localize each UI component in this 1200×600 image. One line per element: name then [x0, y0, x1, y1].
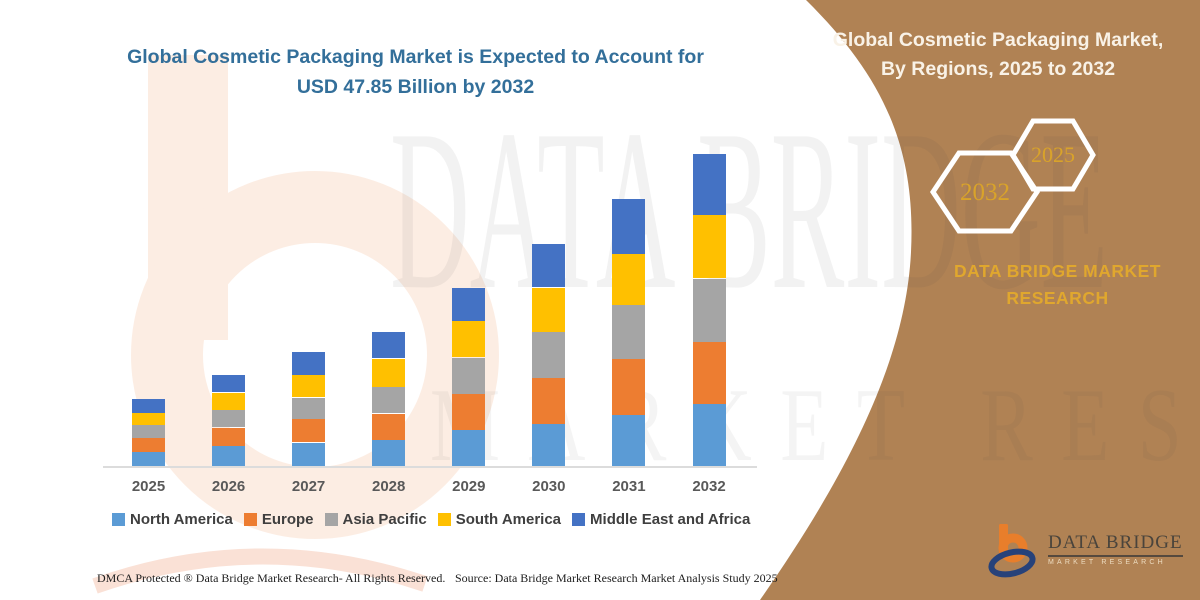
bar-segment-2025-asia-pacific: [132, 425, 165, 439]
bar-segment-2032-south-america: [692, 215, 726, 279]
bar-segment-2026-middle-east-and-africa: [212, 375, 246, 393]
x-axis-label-2029: 2029: [452, 478, 486, 495]
company-logo: DATA BRIDGE MARKET RESEARCH: [988, 522, 1183, 580]
logo-subtext: MARKET RESEARCH: [1048, 559, 1166, 566]
chart-legend: North America Europe Asia Pacific South Ame…: [112, 511, 750, 528]
legend-item-north-america: North America: [112, 511, 233, 528]
bar-segment-2028-north-america: [372, 440, 406, 466]
legend-label: North America: [130, 511, 233, 528]
bar-segment-2027-south-america: [292, 375, 326, 398]
bar-segment-2026-north-america: [212, 446, 246, 466]
legend-swatch: [243, 513, 257, 526]
x-axis-label-2027: 2027: [291, 478, 326, 495]
chart-title: Global Cosmetic Packaging Market is Expe…: [127, 46, 704, 99]
legend-label: Asia Pacific: [342, 511, 427, 528]
x-axis-line: [103, 466, 757, 468]
bar-segment-2025-middle-east-and-africa: [132, 399, 165, 413]
bar-segment-2029-asia-pacific: [452, 357, 486, 394]
legend-swatch: [437, 513, 451, 526]
legend-item-south-america: South America: [437, 511, 562, 528]
hexagon-2032: [929, 150, 1041, 234]
bar-segment-2029-south-america: [452, 320, 486, 358]
bar-segment-2030-middle-east-and-africa: [532, 244, 566, 288]
x-axis-label-2032: 2032: [692, 478, 726, 495]
bar-segment-2032-asia-pacific: [692, 278, 726, 342]
copyright-text: DMCA Protected ® Data Bridge Market Rese…: [97, 571, 446, 585]
bar-segment-2031-asia-pacific: [612, 304, 646, 360]
bar-segment-2031-south-america: [612, 253, 646, 305]
bar-segment-2027-asia-pacific: [292, 397, 326, 420]
bar-segment-2025-south-america: [132, 412, 165, 425]
bar-segment-2030-asia-pacific: [532, 331, 566, 378]
x-axis-label-2026: 2026: [211, 478, 246, 495]
bar-segment-2029-middle-east-and-africa: [452, 288, 486, 321]
bar-segment-2032-middle-east-and-africa: [692, 153, 726, 216]
legend-item-asia-pacific: Asia Pacific: [324, 511, 427, 528]
bar-segment-2028-asia-pacific: [372, 386, 406, 414]
bar-segment-2026-europe: [212, 427, 246, 446]
bar-segment-2030-north-america: [532, 423, 566, 466]
bar-segment-2027-europe: [292, 419, 326, 443]
legend-swatch: [112, 513, 125, 526]
bar-segment-2030-south-america: [532, 287, 566, 332]
bar-segment-2029-europe: [452, 393, 486, 431]
bar-segment-2025-europe: [132, 438, 165, 452]
bar-segment-2028-south-america: [372, 358, 406, 387]
x-axis-label-2031: 2031: [612, 478, 646, 495]
hexagon-2025-label: 2025: [1031, 142, 1075, 167]
legend-item-europe: Europe: [243, 511, 314, 528]
hexagon-2025: [1010, 118, 1096, 192]
legend-label: South America: [455, 511, 562, 528]
brand-wordmark: DATA BRIDGE MARKET RESEARCH: [954, 261, 1161, 309]
legend-swatch: [324, 513, 338, 526]
legend-item-middle-east-and-africa: Middle East and Africa: [572, 511, 750, 528]
bar-segment-2031-middle-east-and-africa: [612, 199, 646, 254]
bar-segment-2026-south-america: [212, 392, 246, 411]
x-axis-label-2030: 2030: [532, 478, 566, 495]
bar-segment-2028-middle-east-and-africa: [372, 331, 406, 359]
bar-segment-2027-middle-east-and-africa: [292, 352, 326, 376]
bar-segment-2032-europe: [692, 341, 726, 404]
legend-label: Europe: [261, 511, 314, 528]
logo-wordmark: DATA BRIDGE: [1048, 532, 1183, 557]
bar-segment-2029-north-america: [452, 430, 486, 466]
bar-segment-2032-north-america: [692, 404, 726, 466]
data-bridge-logo-icon: [988, 524, 1036, 578]
bar-segment-2026-asia-pacific: [212, 410, 246, 428]
legend-label: Middle East and Africa: [590, 511, 751, 528]
source-text: Source: Data Bridge Market Research Mark…: [455, 571, 778, 585]
bar-segment-2027-north-america: [292, 442, 326, 466]
x-axis-label-2028: 2028: [372, 478, 406, 495]
x-axis-label-2025: 2025: [131, 478, 166, 495]
side-panel-title: Global Cosmetic Packaging Market, By Reg…: [832, 29, 1164, 81]
bar-segment-2031-europe: [612, 359, 646, 415]
bar-segment-2025-north-america: [132, 451, 165, 466]
year-hexagons: 2032 2025: [929, 118, 1096, 234]
bar-segment-2030-europe: [532, 377, 566, 424]
legend-swatch: [572, 513, 586, 526]
hexagon-2032-label: 2032: [960, 179, 1010, 206]
bar-segment-2031-north-america: [612, 414, 646, 466]
bar-segment-2028-europe: [372, 413, 406, 441]
